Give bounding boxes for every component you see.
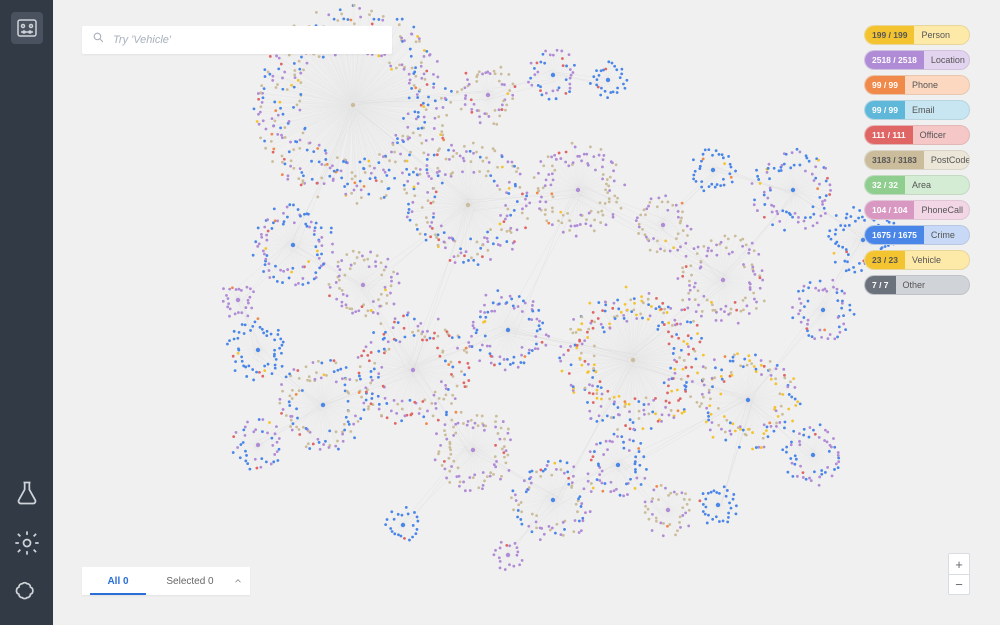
legend-item-vehicle[interactable]: 23 / 23Vehicle — [864, 250, 970, 270]
sidebar — [0, 0, 53, 625]
selection-panel: All 0 Selected 0 — [82, 567, 250, 595]
zoom-in-button[interactable]: + — [949, 554, 969, 574]
search-icon — [92, 31, 113, 49]
legend-label: Crime — [924, 230, 969, 240]
legend-count: 23 / 23 — [865, 251, 905, 269]
tab-all-label: All 0 — [107, 576, 128, 587]
network-graph — [53, 0, 1000, 625]
legend-item-email[interactable]: 99 / 99Email — [864, 100, 970, 120]
legend-label: Phone — [905, 80, 969, 90]
legend-item-phonecall[interactable]: 104 / 104PhoneCall — [864, 200, 970, 220]
tab-selected[interactable]: Selected 0 — [154, 567, 226, 595]
selection-expand[interactable] — [226, 567, 250, 595]
search-input[interactable] — [113, 34, 382, 46]
tab-all[interactable]: All 0 — [82, 567, 154, 595]
legend-label: PostCode — [924, 155, 970, 165]
legend-item-person[interactable]: 199 / 199Person — [864, 25, 970, 45]
legend-label: Location — [924, 55, 970, 65]
legend-count: 3183 / 3183 — [865, 151, 924, 169]
legend-item-phone[interactable]: 99 / 99Phone — [864, 75, 970, 95]
legend-item-other[interactable]: 7 / 7Other — [864, 275, 970, 295]
legend-item-area[interactable]: 32 / 32Area — [864, 175, 970, 195]
legend-label: Person — [914, 30, 969, 40]
legend-count: 111 / 111 — [865, 126, 913, 144]
legend-count: 104 / 104 — [865, 201, 914, 219]
flask-icon[interactable] — [13, 479, 41, 507]
legend-count: 99 / 99 — [865, 101, 905, 119]
search-box[interactable] — [82, 26, 392, 54]
legend-count: 99 / 99 — [865, 76, 905, 94]
legend-label: Other — [896, 280, 969, 290]
legend-item-crime[interactable]: 1675 / 1675Crime — [864, 225, 970, 245]
legend-item-officer[interactable]: 111 / 111Officer — [864, 125, 970, 145]
legend-label: Officer — [913, 130, 969, 140]
legend-label: Vehicle — [905, 255, 969, 265]
gear-icon[interactable] — [13, 529, 41, 557]
zoom-out-button[interactable]: − — [949, 574, 969, 594]
legend-label: Email — [905, 105, 969, 115]
sidebar-graph-icon[interactable] — [11, 12, 43, 44]
legend-item-postcode[interactable]: 3183 / 3183PostCode — [864, 150, 970, 170]
legend-label: PhoneCall — [914, 205, 970, 215]
legend-count: 1675 / 1675 — [865, 226, 924, 244]
legend-count: 7 / 7 — [865, 276, 896, 294]
legend-label: Area — [905, 180, 969, 190]
graph-canvas[interactable] — [53, 0, 1000, 625]
zoom-controls: + − — [948, 553, 970, 595]
legend-count: 2518 / 2518 — [865, 51, 924, 69]
legend-count: 32 / 32 — [865, 176, 905, 194]
legend-count: 199 / 199 — [865, 26, 914, 44]
legend-item-location[interactable]: 2518 / 2518Location — [864, 50, 970, 70]
legend-panel: 199 / 199Person 2518 / 2518Location 99 / 9… — [864, 25, 970, 295]
brain-icon[interactable] — [13, 579, 41, 607]
tab-selected-label: Selected 0 — [166, 576, 213, 587]
